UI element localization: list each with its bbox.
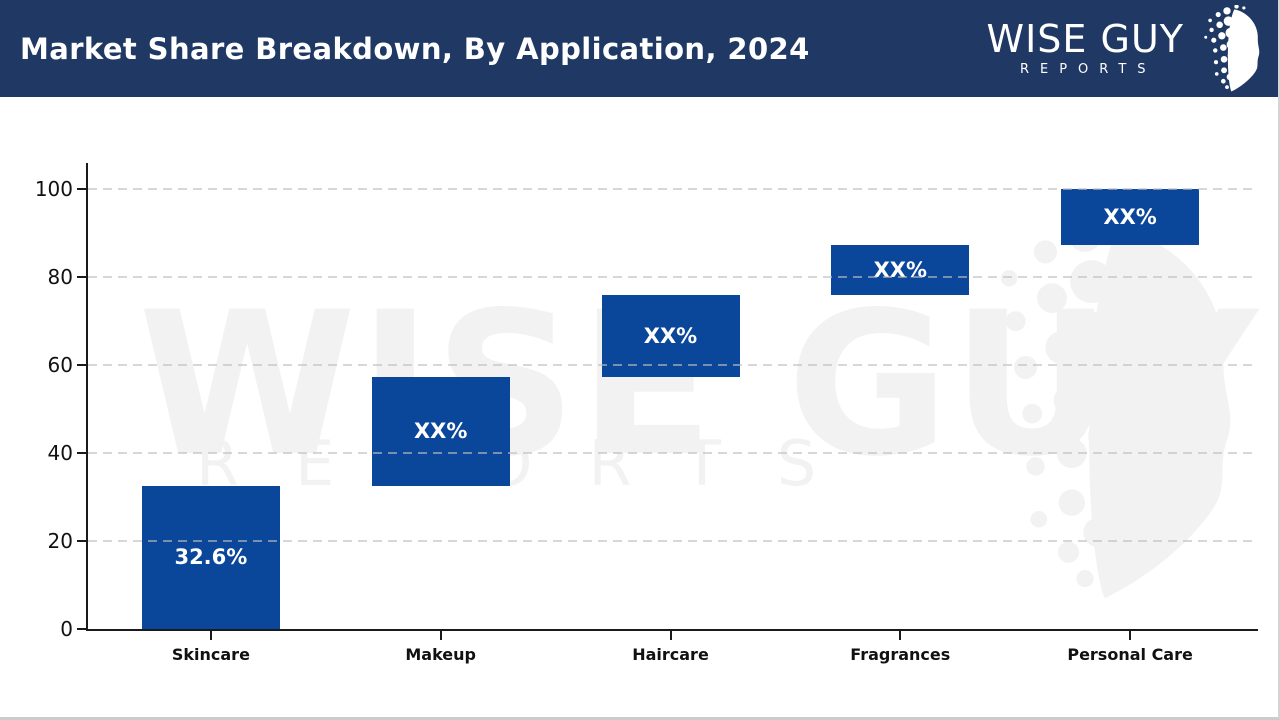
- watermark-subtext: REPORTS: [196, 427, 873, 500]
- waterfall-bar-makeup: XX%: [371, 377, 510, 486]
- waterfall-bar-personal-care: XX%: [1061, 189, 1200, 246]
- x-category-label: Makeup: [405, 645, 476, 664]
- y-tick-mark: [77, 628, 86, 630]
- x-tick-mark: [1129, 631, 1132, 640]
- logo-wordmark: WISE GUY: [986, 17, 1184, 61]
- y-tick-mark: [77, 188, 86, 190]
- logo-face-icon: [1204, 4, 1260, 92]
- x-tick-mark: [669, 631, 672, 640]
- brand-logo-text: WISE GUY REPORTS: [987, 20, 1184, 77]
- waterfall-bar-fragrances: XX%: [831, 245, 970, 296]
- gridline: [88, 188, 1258, 190]
- bar-value-label: XX%: [413, 419, 468, 444]
- logo-subtext: REPORTS: [1019, 62, 1157, 77]
- waterfall-bar-haircare: XX%: [601, 295, 740, 378]
- x-category-label: Skincare: [171, 645, 250, 664]
- x-tick-mark: [899, 631, 902, 640]
- y-tick-label: 40: [47, 441, 73, 465]
- y-tick-mark: [77, 364, 86, 366]
- x-category-label: Personal Care: [1067, 645, 1193, 664]
- y-tick-label: 20: [47, 529, 73, 553]
- bar-value-label: XX%: [873, 258, 928, 283]
- y-axis-line: [86, 163, 88, 630]
- page-title: Market Share Breakdown, By Application, …: [20, 31, 810, 66]
- y-tick-mark: [77, 540, 86, 542]
- gridline: [88, 540, 1258, 542]
- y-tick-label: 0: [60, 617, 73, 641]
- header-bar: Market Share Breakdown, By Application, …: [0, 0, 1278, 97]
- x-category-label: Fragrances: [850, 645, 951, 664]
- gridline: [88, 452, 1258, 454]
- y-tick-mark: [77, 276, 86, 278]
- x-tick-mark: [209, 631, 212, 640]
- y-tick-mark: [77, 452, 86, 454]
- y-tick-label: 60: [47, 353, 73, 377]
- y-tick-label: 80: [47, 265, 73, 289]
- bar-value-label: XX%: [1103, 205, 1157, 230]
- gridline: [88, 276, 1258, 278]
- gridline: [88, 364, 1258, 366]
- x-category-label: Haircare: [632, 645, 709, 664]
- y-tick-label: 100: [34, 177, 73, 201]
- bar-value-label: XX%: [643, 324, 698, 349]
- x-axis-line: [86, 629, 1258, 631]
- chart-area: WISE GUY REPORTS 0 20 40 60 80 100 32.6% Skinca…: [0, 97, 1278, 717]
- waterfall-bar-skincare: 32.6%: [141, 485, 280, 629]
- bar-value-label: 32.6%: [174, 545, 248, 570]
- x-tick-mark: [439, 631, 442, 640]
- brand-logo: WISE GUY REPORTS: [987, 4, 1278, 93]
